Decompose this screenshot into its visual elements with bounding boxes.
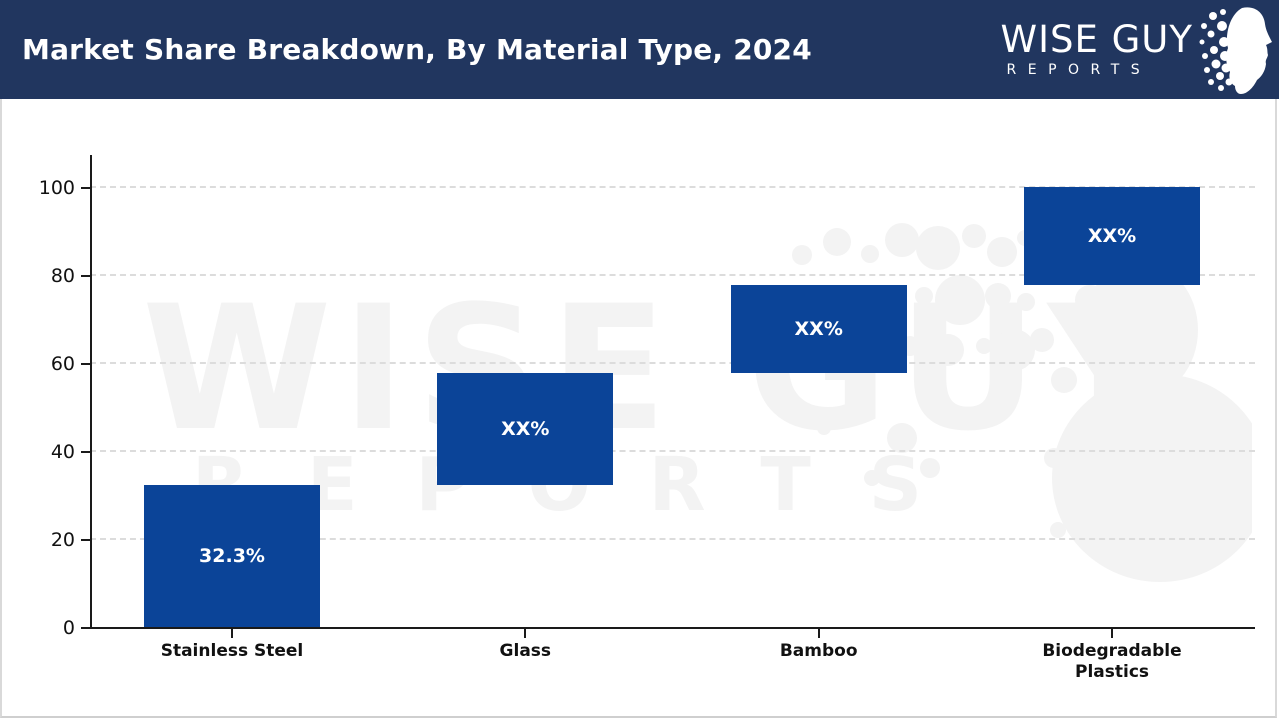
x-tick-1 — [231, 629, 233, 638]
gridline-60 — [90, 362, 1255, 364]
bar-bamboo: XX% — [730, 285, 907, 374]
gridline-80 — [90, 274, 1255, 276]
brand-logo: WISE GUY REPORTS — [1001, 0, 1273, 99]
logo-text: WISE GUY REPORTS — [1000, 18, 1193, 79]
x-tick-3 — [817, 629, 820, 638]
x-category-label: Biodegradable Plastics — [1042, 641, 1182, 682]
logo-head-profile-icon — [1199, 6, 1272, 94]
logo-subtitle: REPORTS — [1006, 62, 1152, 78]
header: Market Share Breakdown, By Material Type… — [0, 0, 1279, 99]
x-category-label: Stainless Steel — [160, 641, 304, 661]
y-tick-0 — [81, 627, 90, 629]
bar-biodegradable-plastics: XX% — [1024, 187, 1200, 286]
y-tick-label-60: 60 — [50, 353, 75, 375]
bar-value-label: XX% — [794, 318, 843, 341]
gridline-100 — [90, 186, 1255, 188]
bar-value-label: 32.3% — [199, 544, 265, 567]
y-tick-20 — [81, 539, 90, 541]
gridline-20 — [90, 538, 1255, 540]
gridline-40 — [90, 450, 1255, 452]
x-tick-4 — [1111, 629, 1113, 638]
x-axis-line — [90, 627, 1255, 629]
y-tick-label-20: 20 — [50, 529, 75, 551]
y-tick-label-0: 0 — [62, 617, 75, 639]
y-tick-40 — [81, 451, 90, 453]
x-category-label: Glass — [499, 641, 552, 661]
page-title: Market Share Breakdown, By Material Type… — [22, 33, 812, 66]
bar-glass: XX% — [437, 373, 614, 485]
bar-value-label: XX% — [1087, 225, 1137, 248]
y-axis-line — [90, 155, 92, 629]
logo-wordmark: WISE GUY — [1000, 18, 1193, 61]
y-tick-60 — [81, 363, 90, 365]
x-category-label: Bamboo — [779, 641, 858, 661]
x-tick-2 — [524, 629, 527, 638]
bar-stainless-steel: 32.3% — [144, 484, 320, 627]
y-tick-label-100: 100 — [38, 177, 75, 199]
y-tick-label-40: 40 — [50, 441, 75, 463]
y-tick-80 — [81, 275, 90, 277]
y-tick-label-80: 80 — [50, 265, 75, 287]
bar-value-label: XX% — [501, 417, 550, 440]
y-tick-100 — [81, 187, 90, 189]
